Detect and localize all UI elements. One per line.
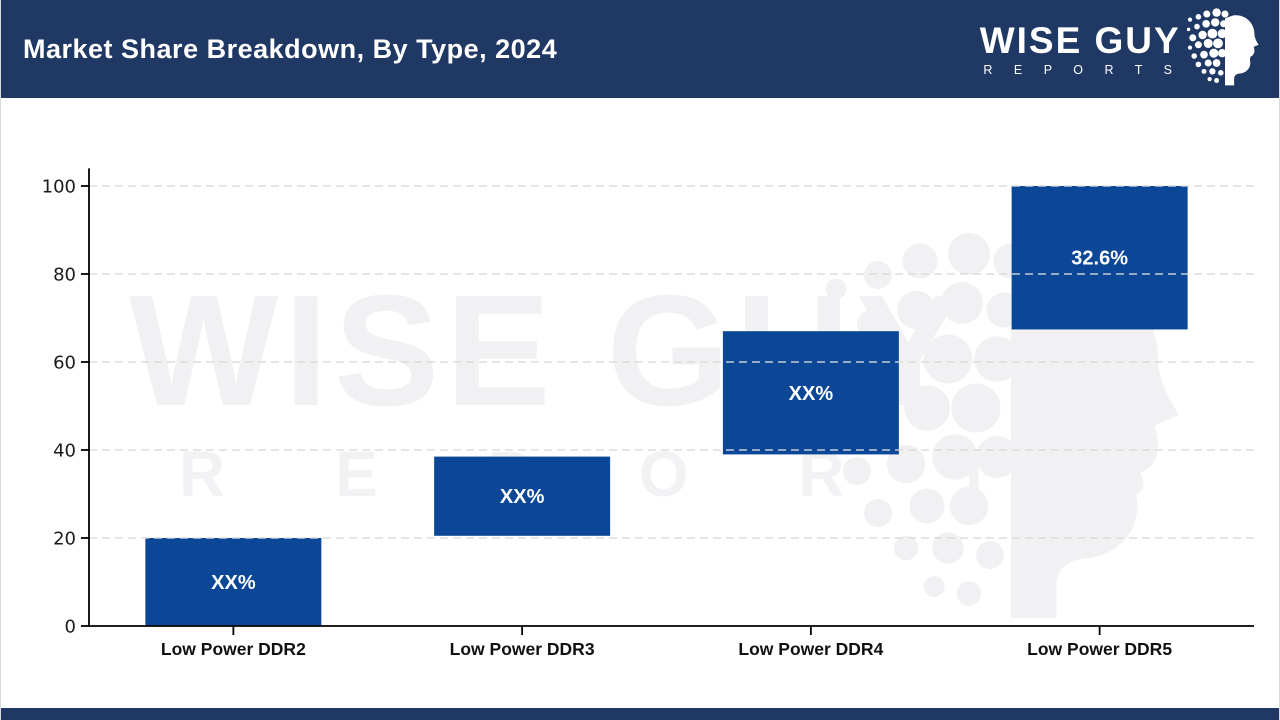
wise-guy-logo: WISE GUY R E P O R T S xyxy=(979,6,1267,92)
y-tick-label-0: 0 xyxy=(65,617,76,638)
x-tick-label-low-power-ddr3: Low Power DDR3 xyxy=(450,639,595,659)
y-tick-label-100: 100 xyxy=(42,177,76,198)
footer-bar xyxy=(1,708,1279,720)
bar-value-label-low-power-ddr4: XX% xyxy=(789,383,834,405)
x-tick-label-low-power-ddr5: Low Power DDR5 xyxy=(1027,639,1172,659)
chart-title: Market Share Breakdown, By Type, 2024 xyxy=(23,33,558,64)
logo-wiseguy-text: WISE GUY xyxy=(979,19,1181,61)
x-tick-label-low-power-ddr4: Low Power DDR4 xyxy=(738,639,883,659)
logo-head-dots-icon xyxy=(1183,7,1267,91)
y-tick-label-60: 60 xyxy=(53,353,76,374)
logo-reports-text: R E P O R T S xyxy=(983,62,1181,77)
bar-low-power-ddr2 xyxy=(145,538,322,626)
header-bar: Market Share Breakdown, By Type, 2024 WI… xyxy=(1,0,1279,98)
x-tick-label-low-power-ddr2: Low Power DDR2 xyxy=(161,639,306,659)
bar-value-label-low-power-ddr3: XX% xyxy=(500,486,545,508)
bar-value-label-low-power-ddr5: 32.6% xyxy=(1071,248,1128,270)
bar-value-label-low-power-ddr2: XX% xyxy=(211,572,256,594)
y-tick-label-40: 40 xyxy=(53,441,76,462)
bar-low-power-ddr3 xyxy=(434,456,611,536)
y-tick-label-20: 20 xyxy=(53,529,76,550)
y-tick-label-80: 80 xyxy=(53,265,76,286)
